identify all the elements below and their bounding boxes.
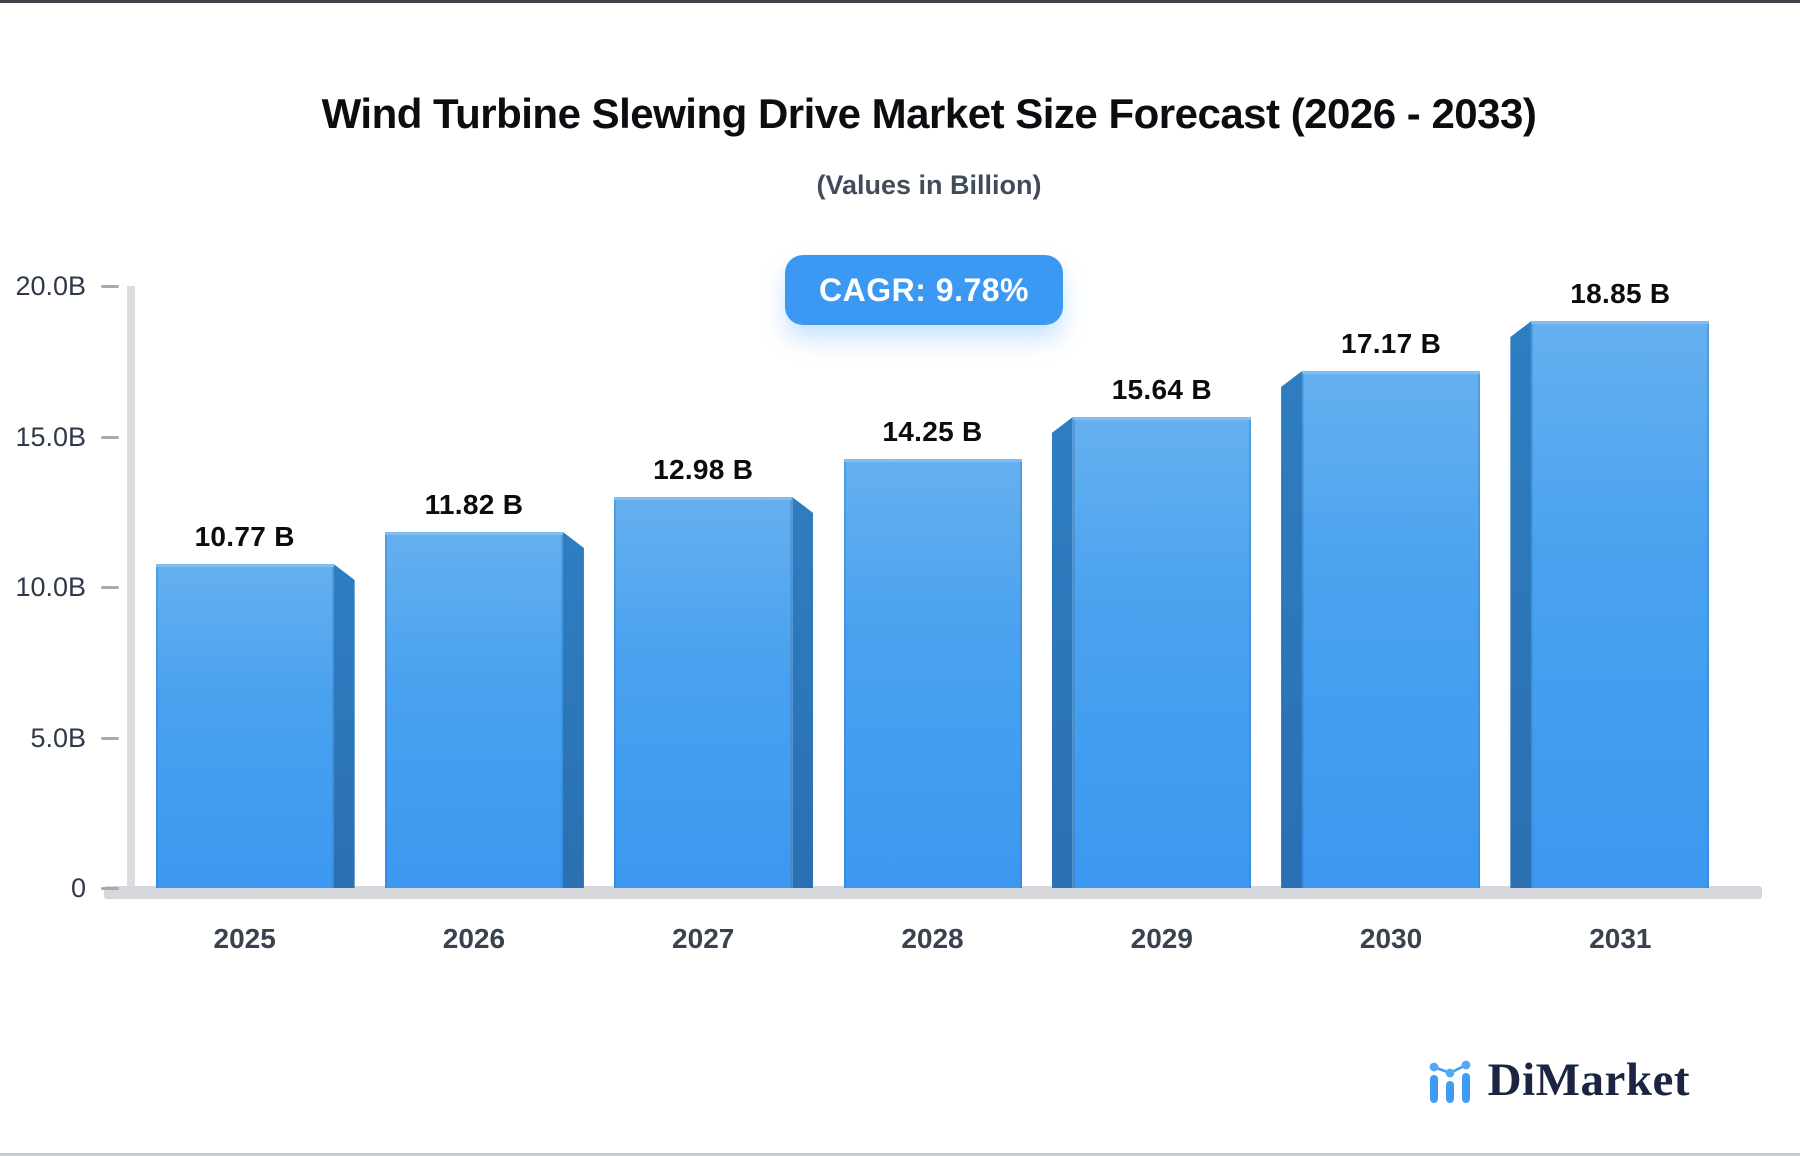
x-axis-label: 2026: [442, 923, 506, 954]
y-axis-line: [127, 286, 135, 890]
cagr-badge: CAGR: 9.78%: [785, 255, 1063, 325]
y-tick-label: 0: [70, 873, 86, 903]
top-edge-line: [0, 0, 1800, 3]
bar-side-3d: [562, 532, 584, 888]
bar-side-3d: [333, 564, 355, 888]
bar-face: [1072, 417, 1251, 888]
bar-value-label: 10.77 B: [194, 521, 295, 552]
y-axis: 20.0B 15.0B 10.0B 5.0B 0: [0, 271, 1800, 903]
y-tick-dash: [101, 586, 119, 589]
brand-logo-text: DiMarket: [1487, 1054, 1690, 1106]
y-tick-label: 15.0B: [15, 421, 86, 452]
y-tick-dash: [101, 285, 119, 288]
y-tick-label: 10.0B: [15, 572, 86, 602]
bar-value-label: 18.85 B: [1570, 278, 1671, 309]
bar-face: [384, 532, 563, 888]
bar-face: [155, 564, 334, 888]
x-axis-label: 2029: [1130, 923, 1193, 954]
cagr-badge-label: CAGR: 9.78%: [819, 271, 1029, 308]
bar-value-label: 12.98 B: [653, 454, 754, 485]
chart-subtitle: (Values in Billion): [816, 170, 1042, 200]
bar-2025: [155, 564, 355, 888]
bar-side-3d: [1051, 417, 1073, 888]
x-axis-baseline: [104, 886, 1762, 899]
bar-side-3d: [1510, 321, 1532, 888]
bar-face: [843, 459, 1022, 888]
bar-value-label: 15.64 B: [1111, 374, 1212, 405]
bar-2030: [1281, 371, 1481, 888]
bar-face: [1302, 371, 1481, 888]
bar-value-label: 11.82 B: [424, 489, 524, 520]
bar-2027: [614, 497, 814, 888]
bottom-edge-line: [0, 1153, 1800, 1156]
bar-2031: [1510, 321, 1710, 888]
x-axis-label: 2030: [1359, 923, 1423, 954]
bar-2026: [384, 532, 584, 888]
y-tick-label: 5.0B: [30, 722, 86, 753]
y-tick-dash: [101, 435, 119, 439]
bar-face: [1531, 321, 1710, 888]
plot-area: 10.77 B 2025 11.82 B 2026 12.98 B 2027 14.25 B…: [130, 278, 1735, 954]
bar-side-3d: [792, 497, 814, 888]
chart-title: Wind Turbine Slewing Drive Market Size F…: [321, 90, 1537, 137]
bar-face: [614, 497, 793, 888]
bar-value-label: 17.17 B: [1340, 328, 1442, 359]
y-tick-dash: [101, 887, 119, 890]
x-axis-label: 2027: [672, 923, 735, 954]
x-axis-label: 2025: [213, 923, 276, 954]
bar-2029: [1051, 417, 1251, 888]
x-axis-label: 2028: [901, 923, 964, 954]
bar-value-label: 14.25 B: [882, 416, 983, 447]
brand-logo: DiMarket: [1429, 1056, 1690, 1104]
bar-chart-icon: [1429, 1060, 1471, 1103]
x-axis-label: 2031: [1589, 923, 1652, 954]
bar-side-3d: [1281, 371, 1303, 888]
y-tick-dash: [101, 736, 119, 740]
y-tick-label: 20.0B: [15, 271, 86, 301]
bar-2028: [843, 459, 1022, 888]
